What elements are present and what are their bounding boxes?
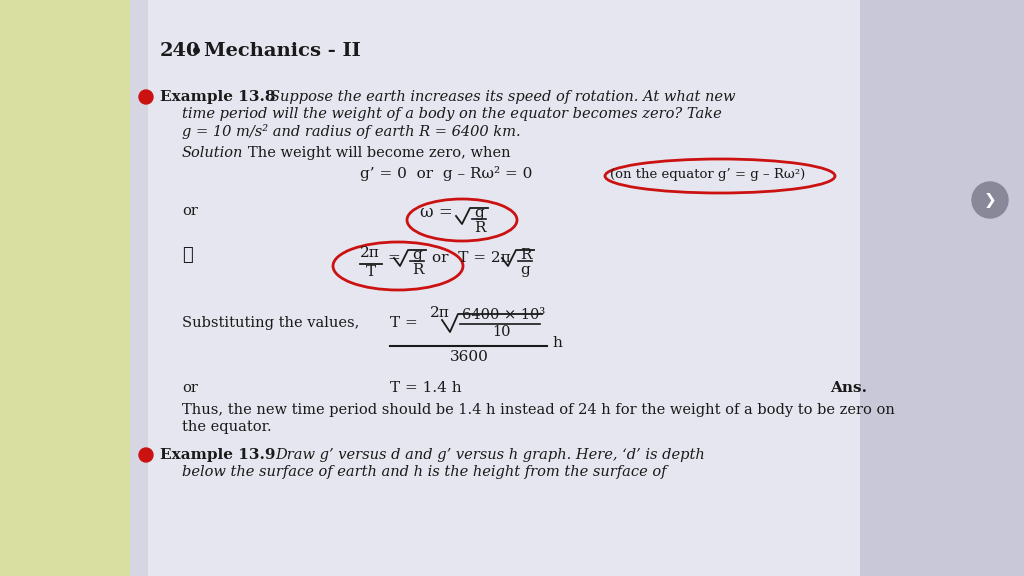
Text: Example 13.8: Example 13.8: [160, 90, 275, 104]
Text: (on the equator g’ = g – Rω²): (on the equator g’ = g – Rω²): [610, 168, 805, 181]
Text: or: or: [182, 204, 198, 218]
Text: Draw g’ versus d and g’ versus h graph. Here, ‘d’ is depth: Draw g’ versus d and g’ versus h graph. …: [275, 448, 705, 462]
Text: ω =: ω =: [420, 204, 453, 221]
Text: or: or: [182, 381, 198, 395]
Text: Example 13.9: Example 13.9: [160, 448, 275, 462]
Text: 6400 × 10³: 6400 × 10³: [462, 308, 545, 322]
Text: g = 10 m/s² and radius of earth R = 6400 km.: g = 10 m/s² and radius of earth R = 6400…: [182, 124, 520, 139]
Text: time period will the weight of a body on the equator becomes zero? Take: time period will the weight of a body on…: [182, 107, 722, 121]
Text: 2π: 2π: [430, 306, 450, 320]
FancyBboxPatch shape: [130, 0, 148, 576]
Text: g: g: [474, 206, 483, 220]
Text: g: g: [520, 263, 529, 277]
Text: =: =: [387, 251, 399, 265]
Text: ∴: ∴: [182, 246, 193, 264]
Text: Thus, the new time period should be 1.4 h instead of 24 h for the weight of a bo: Thus, the new time period should be 1.4 …: [182, 403, 895, 417]
Text: 10: 10: [492, 325, 511, 339]
Text: below the surface of earth and h is the height from the surface of: below the surface of earth and h is the …: [182, 465, 667, 479]
Text: T =: T =: [390, 316, 418, 330]
Text: Solution: Solution: [182, 146, 244, 160]
Text: 240: 240: [160, 42, 201, 60]
Text: Substituting the values,: Substituting the values,: [182, 316, 359, 330]
Text: g’ = 0  or  g – Rω² = 0: g’ = 0 or g – Rω² = 0: [360, 166, 532, 181]
Text: R: R: [412, 263, 424, 277]
Circle shape: [972, 182, 1008, 218]
Text: Ans.: Ans.: [830, 381, 867, 395]
Text: R: R: [474, 221, 485, 235]
Text: Mechanics - II: Mechanics - II: [204, 42, 360, 60]
FancyBboxPatch shape: [860, 0, 1024, 576]
Circle shape: [139, 448, 153, 462]
Text: g: g: [412, 248, 422, 262]
Text: 3600: 3600: [450, 350, 488, 364]
Text: T = 1.4 h: T = 1.4 h: [390, 381, 462, 395]
Text: the equator.: the equator.: [182, 420, 271, 434]
Text: ❯: ❯: [984, 192, 996, 207]
Circle shape: [139, 90, 153, 104]
Text: T: T: [366, 265, 376, 279]
Text: The weight will become zero, when: The weight will become zero, when: [248, 146, 511, 160]
Text: h: h: [552, 336, 562, 350]
Text: or  T = 2π: or T = 2π: [432, 251, 511, 265]
FancyBboxPatch shape: [130, 0, 860, 576]
Text: 2π: 2π: [360, 246, 380, 260]
Text: R: R: [520, 248, 531, 262]
Text: Suppose the earth increases its speed of rotation. At what new: Suppose the earth increases its speed of…: [270, 90, 735, 104]
FancyBboxPatch shape: [0, 0, 135, 576]
